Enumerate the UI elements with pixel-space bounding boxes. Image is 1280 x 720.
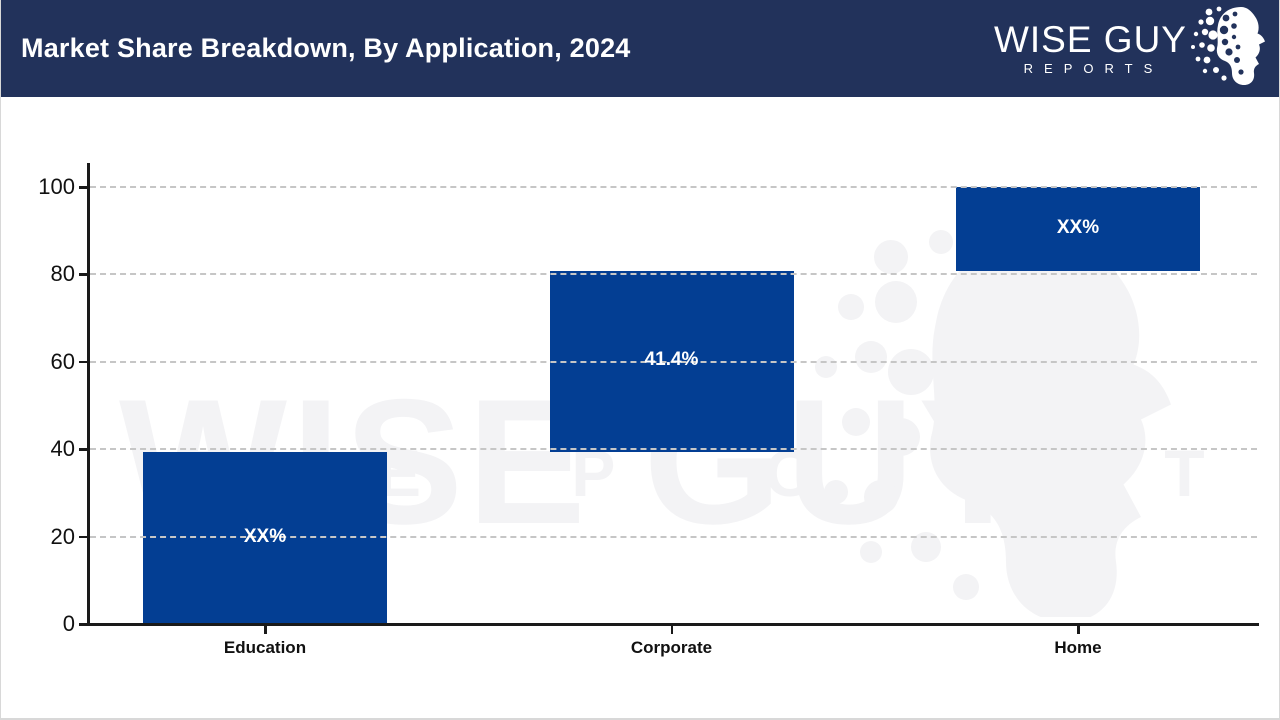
page-title: Market Share Breakdown, By Application, … xyxy=(21,33,631,63)
y-tick-20 xyxy=(79,535,88,539)
bar-value-label-corporate: 41.4% xyxy=(644,349,699,371)
y-tick-40 xyxy=(79,448,88,451)
y-tick-label-60: 60 xyxy=(50,348,75,374)
gridline-80 xyxy=(90,273,1257,276)
chart-area: WISE GUY R E P O R T S 020406080100XX%Ed… xyxy=(1,97,1279,718)
gridline-60 xyxy=(90,360,1257,363)
gridline-40 xyxy=(90,448,1257,451)
y-axis-line xyxy=(87,163,90,626)
x-tick-label-education: Education xyxy=(223,638,307,657)
y-tick-0 xyxy=(79,623,88,626)
bar-home xyxy=(956,187,1200,271)
x-axis-line xyxy=(83,623,1259,626)
brand-name: WISE GUY xyxy=(993,18,1187,60)
y-tick-label-100: 100 xyxy=(38,174,75,199)
gridline-100 xyxy=(90,186,1257,188)
bar-value-label-education: XX% xyxy=(243,525,287,547)
y-tick-label-0: 0 xyxy=(62,611,75,636)
x-tick-label-home: Home xyxy=(1054,638,1102,657)
brand-subname: REPORTS xyxy=(1023,60,1164,76)
wiseguy-face-watermark-icon xyxy=(791,217,1181,622)
header-bar: Market Share Breakdown, By Application, … xyxy=(1,0,1279,97)
y-tick-label-40: 40 xyxy=(50,436,75,462)
x-tick-home xyxy=(1077,625,1080,634)
y-tick-100 xyxy=(79,186,88,189)
wiseguy-face-icon xyxy=(1189,4,1267,93)
x-tick-education xyxy=(264,625,267,634)
y-tick-label-20: 20 xyxy=(50,523,75,549)
brand-logo-text: WISE GUY REPORTS xyxy=(993,18,1187,77)
x-tick-label-corporate: Corporate xyxy=(630,638,713,657)
y-tick-label-80: 80 xyxy=(50,261,75,287)
gridline-20 xyxy=(90,535,1257,538)
bar-value-label-home: XX% xyxy=(1056,216,1100,238)
y-tick-60 xyxy=(79,360,88,364)
bar-education xyxy=(143,451,387,624)
x-tick-corporate xyxy=(670,625,673,634)
y-tick-80 xyxy=(79,273,88,276)
brand-logo: WISE GUY REPORTS xyxy=(994,4,1267,93)
